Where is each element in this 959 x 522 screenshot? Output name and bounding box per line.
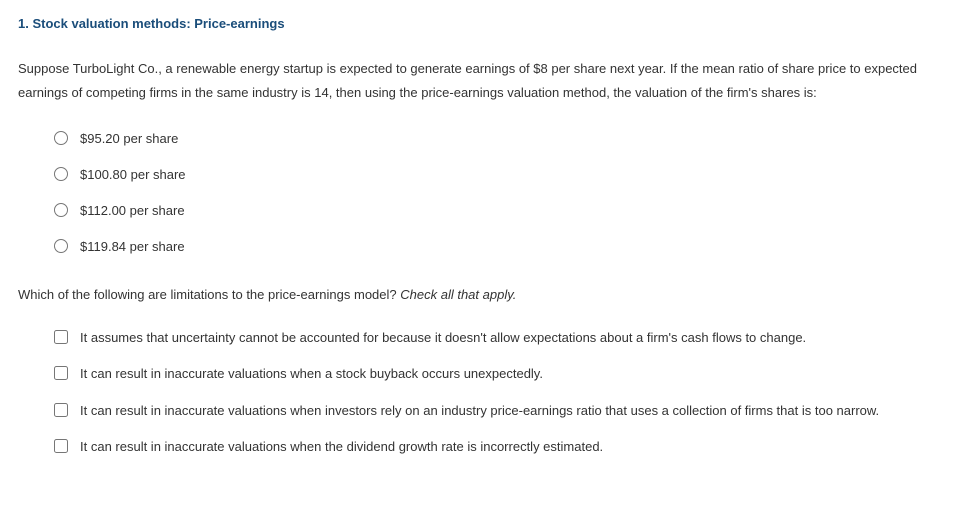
checkbox-option-row: It can result in inaccurate valuations w… xyxy=(54,436,941,458)
checkbox-options-block: It assumes that uncertainty cannot be ac… xyxy=(18,327,941,457)
radio-options-block: $95.20 per share $100.80 per share $112.… xyxy=(18,128,941,258)
checkbox-option-row: It assumes that uncertainty cannot be ac… xyxy=(54,327,941,349)
question-title: 1. Stock valuation methods: Price-earnin… xyxy=(18,14,941,35)
radio-option-3[interactable] xyxy=(54,239,68,253)
question-prompt: Suppose TurboLight Co., a renewable ener… xyxy=(18,57,941,106)
checkbox-option-3[interactable] xyxy=(54,439,68,453)
radio-option-label: $119.84 per share xyxy=(80,236,185,258)
radio-option-1[interactable] xyxy=(54,167,68,181)
radio-option-row: $119.84 per share xyxy=(54,236,941,258)
radio-option-0[interactable] xyxy=(54,131,68,145)
checkbox-option-2[interactable] xyxy=(54,403,68,417)
radio-option-row: $112.00 per share xyxy=(54,200,941,222)
checkbox-option-label: It can result in inaccurate valuations w… xyxy=(80,436,603,458)
radio-option-row: $95.20 per share xyxy=(54,128,941,150)
sub-prompt-text: Which of the following are limitations t… xyxy=(18,287,400,302)
radio-option-2[interactable] xyxy=(54,203,68,217)
sub-prompt: Which of the following are limitations t… xyxy=(18,285,941,306)
checkbox-option-0[interactable] xyxy=(54,330,68,344)
radio-option-label: $95.20 per share xyxy=(80,128,178,150)
checkbox-option-label: It can result in inaccurate valuations w… xyxy=(80,363,543,385)
checkbox-option-row: It can result in inaccurate valuations w… xyxy=(54,400,941,422)
checkbox-option-label: It can result in inaccurate valuations w… xyxy=(80,400,879,422)
sub-prompt-italic: Check all that apply. xyxy=(400,287,516,302)
radio-option-label: $100.80 per share xyxy=(80,164,186,186)
radio-option-label: $112.00 per share xyxy=(80,200,185,222)
checkbox-option-row: It can result in inaccurate valuations w… xyxy=(54,363,941,385)
radio-option-row: $100.80 per share xyxy=(54,164,941,186)
checkbox-option-label: It assumes that uncertainty cannot be ac… xyxy=(80,327,806,349)
checkbox-option-1[interactable] xyxy=(54,366,68,380)
